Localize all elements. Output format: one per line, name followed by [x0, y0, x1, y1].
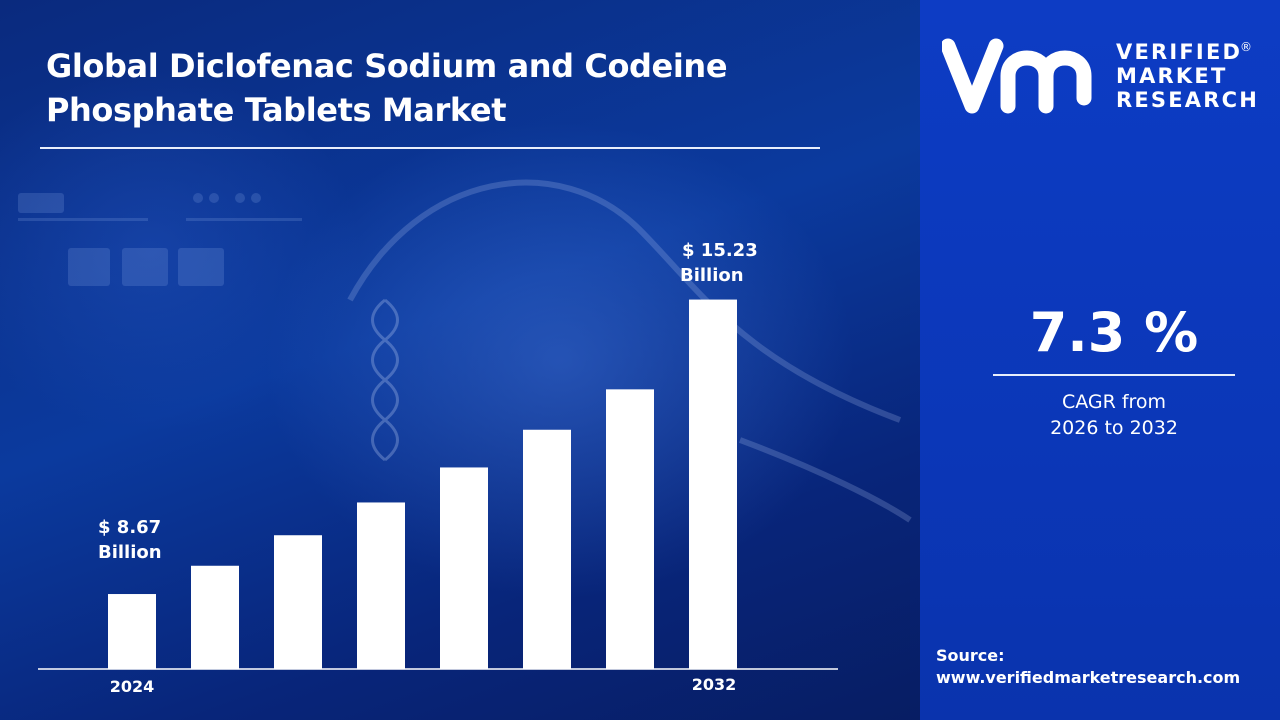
- cagr-label-line-1: CAGR from: [1061, 391, 1167, 413]
- summary-panel: VERIFIED MARKET RESEARCH ® 7.3 % CAGR fr…: [920, 0, 1280, 720]
- x-tick-label-2024: 2024: [110, 677, 155, 696]
- bar-2: [191, 565, 239, 669]
- bar-6: [523, 429, 571, 669]
- brand-wordmark: VERIFIED MARKET RESEARCH: [1116, 40, 1259, 112]
- cagr-divider: [993, 374, 1235, 376]
- background-illustration: [18, 179, 912, 523]
- cagr-label-line-2: 2026 to 2032: [1050, 417, 1178, 439]
- title-line-2: Phosphate Tablets Market: [46, 91, 507, 129]
- bar-1: [108, 594, 156, 669]
- brand-line-1: VERIFIED: [1116, 40, 1243, 64]
- chart-panel: Global Diclofenac Sodium and Codeine Pho…: [0, 0, 920, 720]
- registered-mark: ®: [1240, 40, 1252, 54]
- last-bar-unit-label: Billion: [680, 265, 744, 286]
- brand-line-3: RESEARCH: [1116, 88, 1259, 112]
- bar-4: [357, 502, 405, 669]
- source-url: www.verifiedmarketresearch.com: [936, 668, 1241, 687]
- bar-chart: $ 8.67 Billion $ 15.23 Billion 2024 2032: [38, 240, 838, 696]
- x-tick-label-2032: 2032: [692, 675, 737, 694]
- bar-3: [274, 535, 322, 669]
- last-bar-value-label: $ 15.23: [682, 240, 758, 261]
- title-divider: [40, 147, 820, 149]
- bar-7: [606, 389, 654, 669]
- vmr-logo-icon: [942, 38, 1092, 114]
- bar-5: [440, 467, 488, 669]
- brand-line-2: MARKET: [1116, 64, 1228, 88]
- source-note: Source: www.verifiedmarketresearch.com: [936, 645, 1240, 689]
- cagr-value: 7.3 %: [1029, 301, 1199, 364]
- cagr-label: CAGR from 2026 to 2032: [920, 389, 1280, 441]
- bar-8: [689, 299, 737, 669]
- page-title: Global Diclofenac Sodium and Codeine Pho…: [46, 44, 846, 132]
- first-bar-unit-label: Billion: [98, 542, 162, 563]
- first-bar-value-label: $ 8.67: [98, 517, 161, 538]
- source-label: Source:: [936, 646, 1005, 665]
- title-line-1: Global Diclofenac Sodium and Codeine: [46, 47, 728, 85]
